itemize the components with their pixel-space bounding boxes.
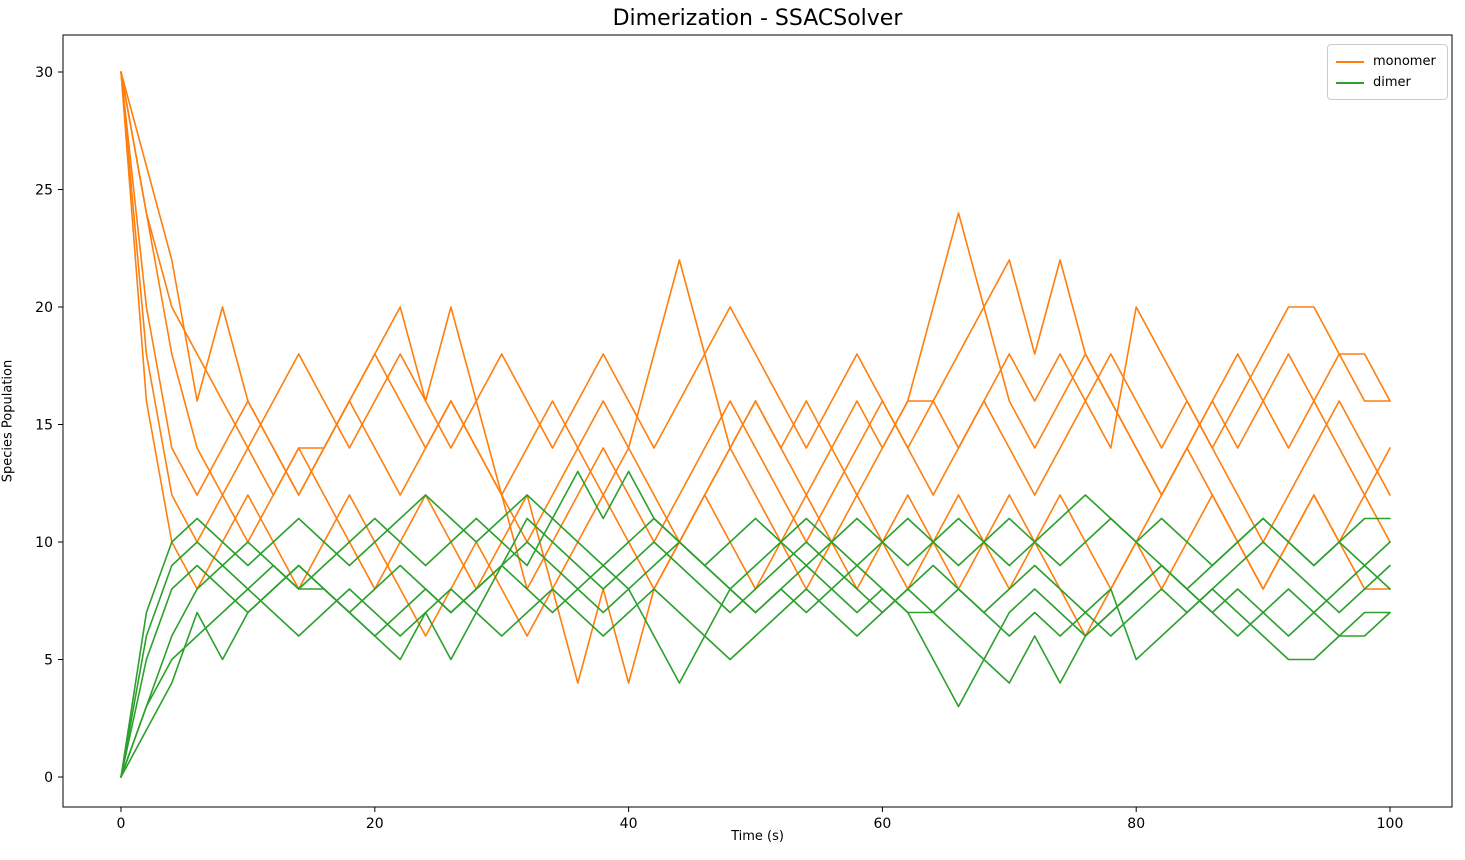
y-tick-label: 25	[35, 183, 53, 199]
axes-frame	[62, 34, 1453, 808]
monomer-trajectory-line	[120, 71, 1391, 449]
y-tick-label: 30	[35, 65, 53, 81]
legend-label-dimer: dimer	[1373, 75, 1411, 90]
y-tick-label: 10	[35, 535, 53, 551]
legend: monomer dimer	[1327, 44, 1448, 100]
monomer-line-swatch-icon	[1336, 60, 1364, 63]
x-tick-label: 60	[873, 816, 891, 832]
x-tick-label: 80	[1127, 816, 1145, 832]
legend-item-dimer: dimer	[1336, 72, 1437, 93]
y-axis-label: Species Population	[0, 359, 16, 483]
dimer-trajectory-line	[120, 517, 1391, 778]
y-tick-label: 5	[44, 653, 53, 669]
dimer-trajectory-line	[120, 494, 1391, 778]
y-tick-label: 15	[35, 418, 53, 434]
x-tick-label: 20	[366, 816, 384, 832]
x-tick-label: 0	[117, 816, 126, 832]
x-axis-label: Time (s)	[731, 829, 784, 844]
x-tick-label: 40	[620, 816, 638, 832]
dimer-line-swatch-icon	[1336, 81, 1364, 84]
dimer-trajectory-line	[120, 564, 1391, 778]
monomer-trajectory-line	[120, 71, 1391, 637]
monomer-trajectory-line	[120, 71, 1391, 590]
legend-item-monomer: monomer	[1336, 51, 1437, 72]
chart-title: Dimerization - SSACSolver	[612, 6, 903, 31]
y-tick-label: 20	[35, 300, 53, 316]
legend-label-monomer: monomer	[1373, 54, 1436, 69]
y-tick-label: 0	[44, 770, 53, 786]
dimer-trajectory-line	[120, 470, 1391, 778]
x-tick-label: 100	[1377, 816, 1404, 832]
monomer-trajectory-line	[120, 71, 1391, 496]
dimer-trajectory-line	[120, 588, 1391, 778]
